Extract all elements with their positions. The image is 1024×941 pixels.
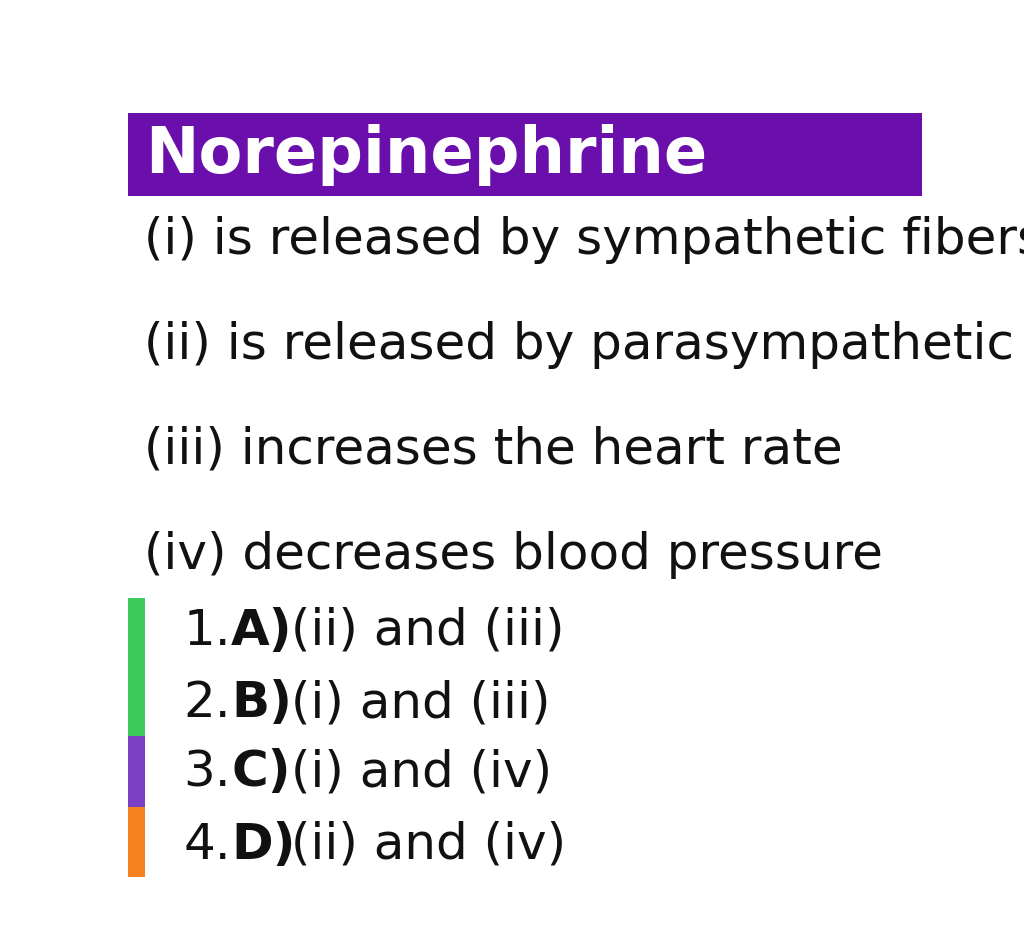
Bar — [128, 113, 922, 197]
Text: (ii) is released by parasympathetic fibers: (ii) is released by parasympathetic fibe… — [143, 321, 1024, 369]
Text: (i) and (iii): (i) and (iii) — [291, 679, 550, 727]
Text: Norepinephrine: Norepinephrine — [145, 123, 708, 185]
Text: (i) is released by sympathetic fibers: (i) is released by sympathetic fibers — [143, 215, 1024, 263]
Bar — [128, 807, 145, 877]
Bar — [128, 663, 145, 736]
Text: 3.: 3. — [183, 748, 231, 796]
Text: A): A) — [231, 607, 293, 655]
Text: 2.: 2. — [183, 679, 231, 727]
Text: (i) and (iv): (i) and (iv) — [291, 748, 552, 796]
Text: B): B) — [231, 679, 292, 727]
Text: (ii) and (iii): (ii) and (iii) — [291, 607, 564, 655]
Text: 1.: 1. — [183, 607, 231, 655]
Text: (iv) decreases blood pressure: (iv) decreases blood pressure — [143, 531, 883, 579]
Bar — [128, 736, 145, 807]
Text: D): D) — [231, 821, 296, 869]
Text: 4.: 4. — [183, 821, 231, 869]
Text: C): C) — [231, 748, 291, 796]
Text: (iii) increases the heart rate: (iii) increases the heart rate — [143, 426, 843, 474]
Bar — [128, 598, 145, 663]
Text: (ii) and (iv): (ii) and (iv) — [291, 821, 566, 869]
